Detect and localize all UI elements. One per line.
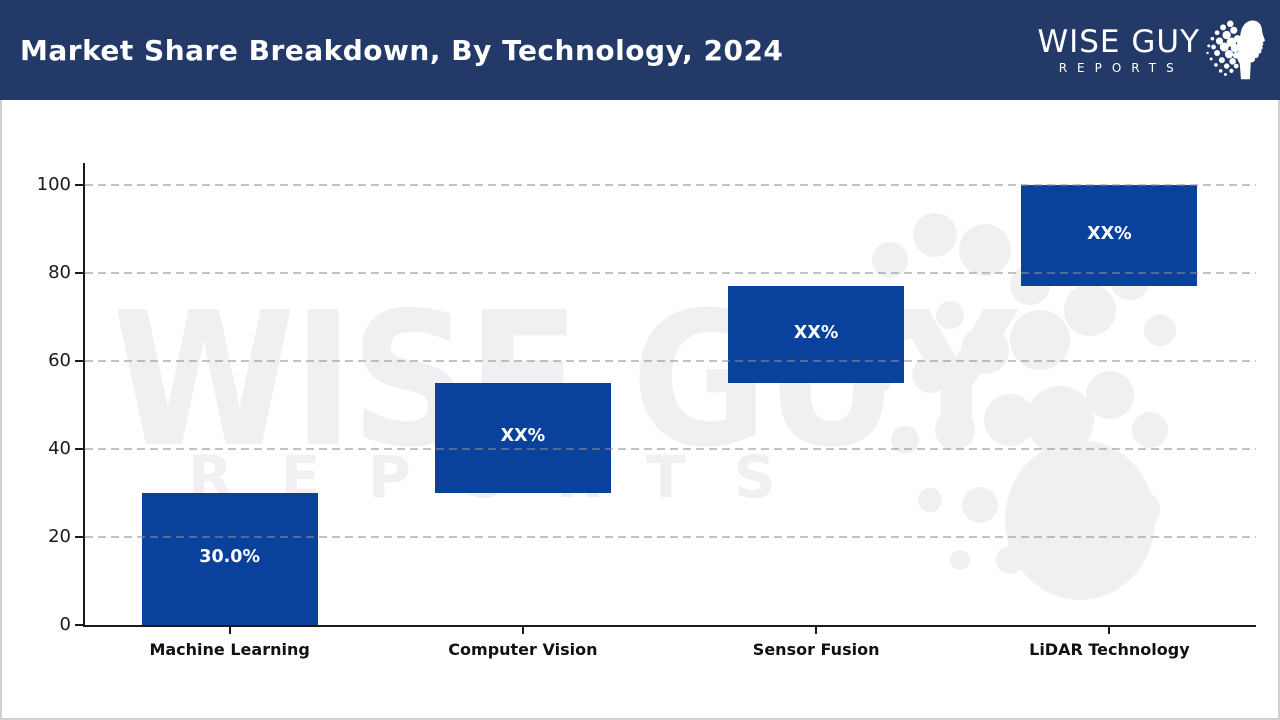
x-axis-line xyxy=(83,625,1256,627)
gridline-80 xyxy=(85,272,1256,274)
y-tick-label-0: 0 xyxy=(59,614,71,635)
y-tick-label-100: 100 xyxy=(36,174,71,195)
page-title: Market Share Breakdown, By Technology, 2… xyxy=(20,33,784,67)
x-tick-1 xyxy=(228,627,231,634)
y-tick-label-20: 20 xyxy=(48,526,71,547)
y-tick-0 xyxy=(75,624,83,626)
header: Market Share Breakdown, By Technology, 2… xyxy=(0,0,1280,100)
bar-value-label: XX% xyxy=(1087,223,1132,244)
y-tick-20 xyxy=(75,536,83,538)
y-tick-100 xyxy=(75,184,83,186)
gridline-100 xyxy=(85,184,1256,186)
bar-lidar-technology xyxy=(1021,185,1198,287)
logo-wordmark: WISE GUY REPORTS xyxy=(1037,23,1200,75)
x-tick-4 xyxy=(1108,627,1111,634)
gridline-40 xyxy=(85,448,1256,450)
y-tick-label-40: 40 xyxy=(48,438,71,459)
logo-face-profile xyxy=(1237,20,1265,80)
x-category-label: Sensor Fusion xyxy=(752,640,880,659)
bar-computer-vision xyxy=(434,383,611,493)
y-tick-label-60: 60 xyxy=(48,350,71,371)
x-tick-2 xyxy=(521,627,524,634)
bar-value-label: 30.0% xyxy=(199,547,260,567)
x-category-label: LiDAR Technology xyxy=(1029,640,1190,659)
logo-face-icon xyxy=(1206,20,1265,80)
logo-wordmark-line2: REPORTS xyxy=(1058,60,1184,75)
bar-value-label: XX% xyxy=(500,426,546,446)
bar-value-label: XX% xyxy=(793,322,839,343)
bar-machine-learning xyxy=(141,493,318,625)
y-tick-60 xyxy=(75,360,83,362)
x-tick-3 xyxy=(815,627,818,634)
x-category-label: Machine Learning xyxy=(149,640,310,659)
logo-face-dots xyxy=(1206,20,1241,76)
gridline-60 xyxy=(85,360,1256,362)
y-tick-label-80: 80 xyxy=(48,262,71,283)
logo-wordmark-line1: WISE GUY xyxy=(1037,23,1200,60)
y-tick-80 xyxy=(75,272,83,274)
y-axis-line xyxy=(83,163,85,627)
x-category-label: Computer Vision xyxy=(448,640,598,659)
bar-sensor-fusion xyxy=(728,286,905,383)
y-tick-40 xyxy=(75,448,83,450)
brand-logo: WISE GUY REPORTS xyxy=(1037,6,1266,94)
gridline-20 xyxy=(85,536,1256,538)
